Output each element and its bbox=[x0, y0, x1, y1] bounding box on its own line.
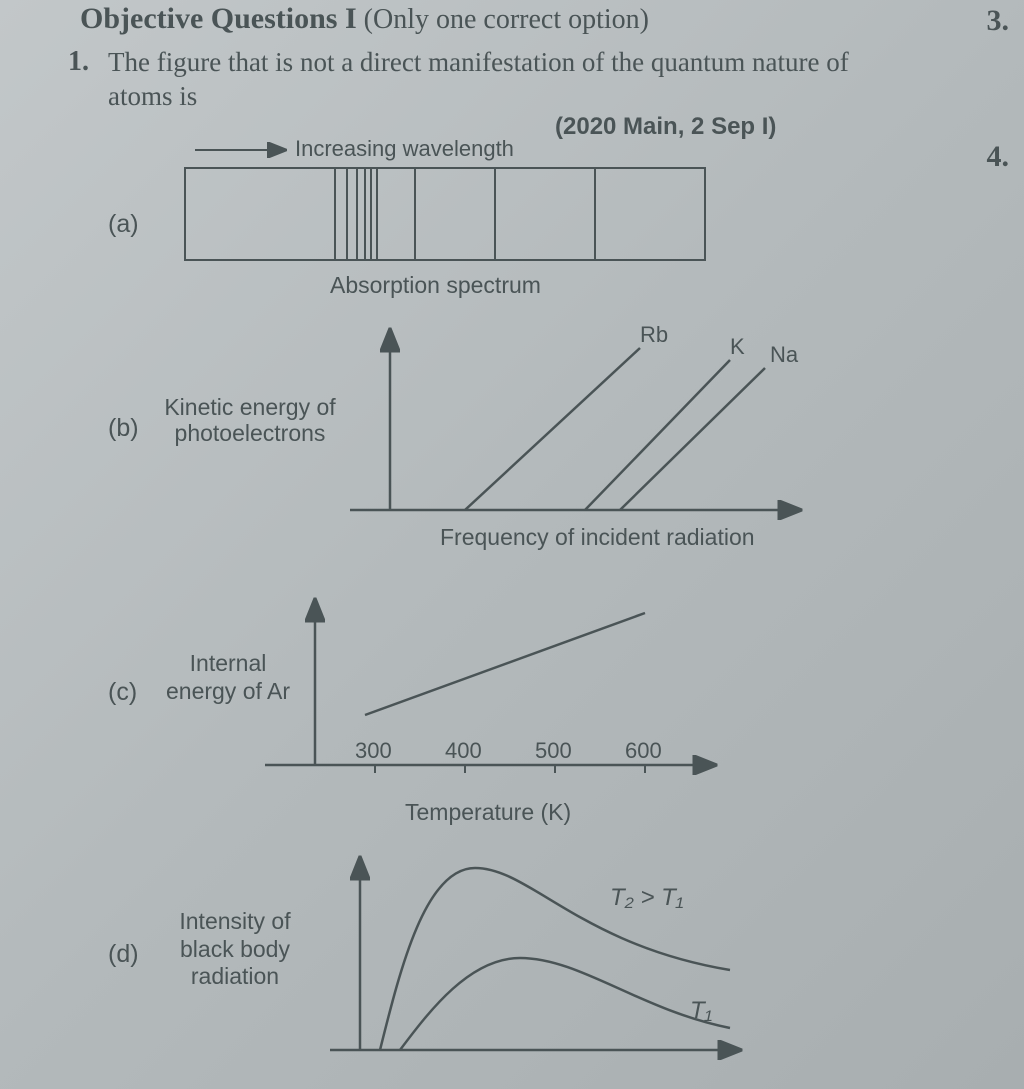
option-b-xlabel: Frequency of incident radiation bbox=[440, 524, 755, 550]
svg-text:600: 600 bbox=[625, 738, 662, 763]
option-c-figure: 300 400 500 600 Temperature (K) bbox=[255, 595, 755, 825]
section-heading: Objective Questions I (Only one correct … bbox=[80, 2, 649, 36]
question-text: The figure that is not a direct manifest… bbox=[108, 46, 868, 114]
option-b-label: (b) bbox=[108, 414, 139, 443]
option-a-label: (a) bbox=[108, 210, 139, 239]
svg-text:500: 500 bbox=[535, 738, 572, 763]
svg-text:Na: Na bbox=[770, 342, 799, 367]
svg-text:400: 400 bbox=[445, 738, 482, 763]
question-number: 1. bbox=[68, 46, 89, 78]
svg-text:K: K bbox=[730, 334, 745, 359]
side-number-3: 3. bbox=[987, 4, 1010, 38]
question-source: (2020 Main, 2 Sep I) bbox=[555, 113, 776, 141]
option-a-arrow-label: Increasing wavelength bbox=[295, 138, 514, 161]
option-c-xlabel: Temperature (K) bbox=[405, 799, 571, 825]
heading-main: Objective Questions I bbox=[80, 2, 357, 35]
side-number-4: 4. bbox=[987, 140, 1010, 174]
heading-sub: (Only one correct option) bbox=[357, 4, 649, 35]
option-b-figure: Rb K Na Frequency of incident radiation bbox=[330, 320, 850, 570]
option-d-label: (d) bbox=[108, 940, 139, 969]
option-d-t1-label: T₁ bbox=[690, 997, 712, 1024]
option-d-legend: T₂ > T₁ bbox=[610, 884, 683, 911]
option-c-label: (c) bbox=[108, 678, 137, 707]
option-b-ylabel: Kinetic energy of photoelectrons bbox=[150, 394, 350, 447]
option-a-figure: Increasing wavelength Absorption spectru… bbox=[175, 138, 735, 308]
option-a-caption: Absorption spectrum bbox=[330, 272, 541, 298]
svg-text:Rb: Rb bbox=[640, 322, 668, 347]
svg-text:300: 300 bbox=[355, 738, 392, 763]
page: Objective Questions I (Only one correct … bbox=[0, 0, 1024, 1089]
option-d-figure: T₂ > T₁ T₁ bbox=[310, 850, 780, 1080]
option-d-ylabel: Intensity of black body radiation bbox=[150, 908, 320, 991]
